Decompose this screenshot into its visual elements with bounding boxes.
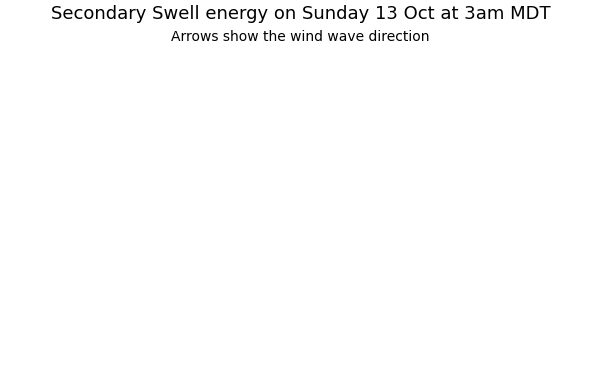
Text: Secondary Swell energy on Sunday 13 Oct at 3am MDT: Secondary Swell energy on Sunday 13 Oct … (50, 5, 551, 23)
Text: Arrows show the wind wave direction: Arrows show the wind wave direction (171, 30, 430, 44)
Text: cartopy not available: cartopy not available (213, 200, 388, 218)
